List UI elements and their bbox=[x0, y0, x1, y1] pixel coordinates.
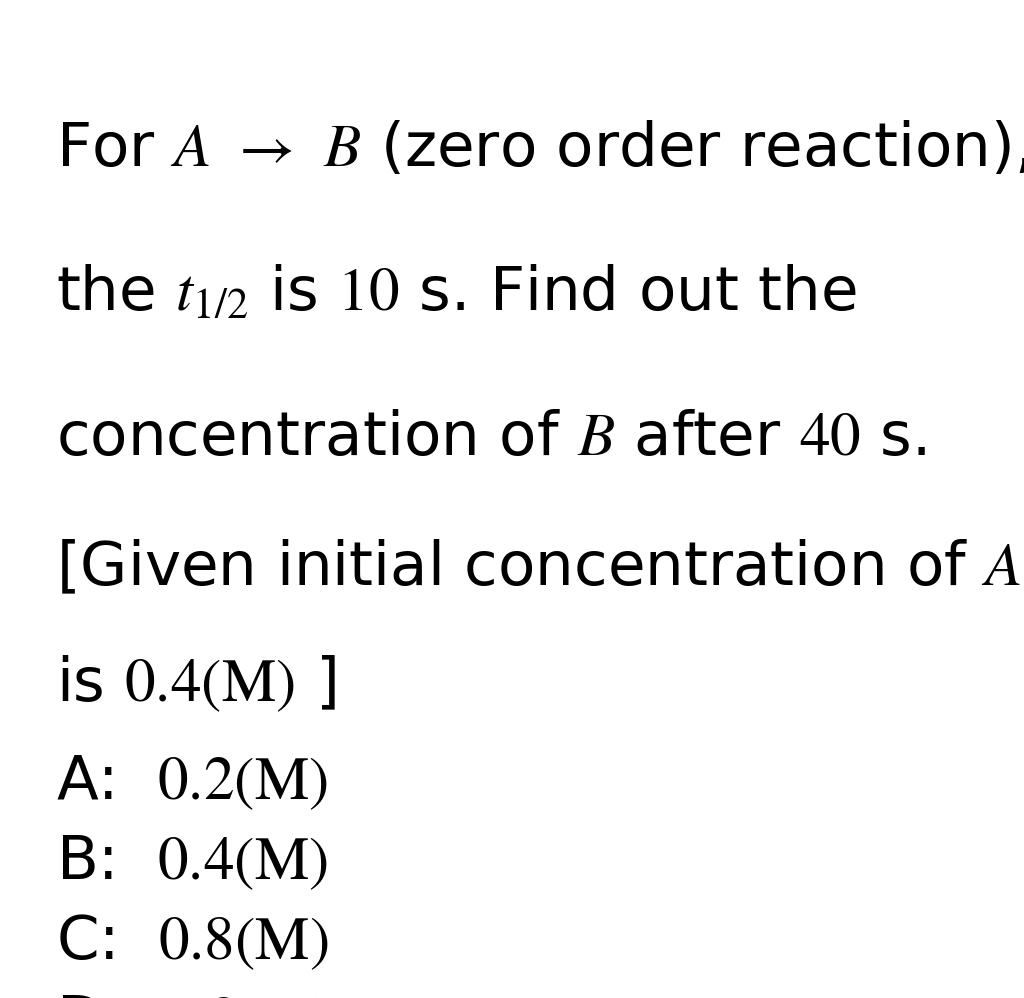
Text: B:  $0.4(\mathrm{M})$: B: $0.4(\mathrm{M})$ bbox=[56, 833, 328, 892]
Text: C:  $0.8(\mathrm{M})$: C: $0.8(\mathrm{M})$ bbox=[56, 913, 329, 973]
Text: D:  $1.2(\mathrm{M})$: D: $1.2(\mathrm{M})$ bbox=[56, 993, 334, 998]
Text: the $\mathit{t}_{1/2}$ is $10$ s. Find out the: the $\mathit{t}_{1/2}$ is $10$ s. Find o… bbox=[56, 264, 857, 323]
Text: is $0.4(\mathrm{M})$ ]: is $0.4(\mathrm{M})$ ] bbox=[56, 654, 336, 715]
Text: A:  $0.2(\mathrm{M})$: A: $0.2(\mathrm{M})$ bbox=[56, 753, 328, 812]
Text: concentration of $\mathit{B}$ after $40$ s.: concentration of $\mathit{B}$ after $40$… bbox=[56, 409, 927, 468]
Text: [Given initial concentration of $\mathit{A}$: [Given initial concentration of $\mathit… bbox=[56, 539, 1022, 598]
Text: For $\mathit{A}$ $\rightarrow$ $\mathit{B}$ (zero order reaction),: For $\mathit{A}$ $\rightarrow$ $\mathit{… bbox=[56, 120, 1024, 179]
